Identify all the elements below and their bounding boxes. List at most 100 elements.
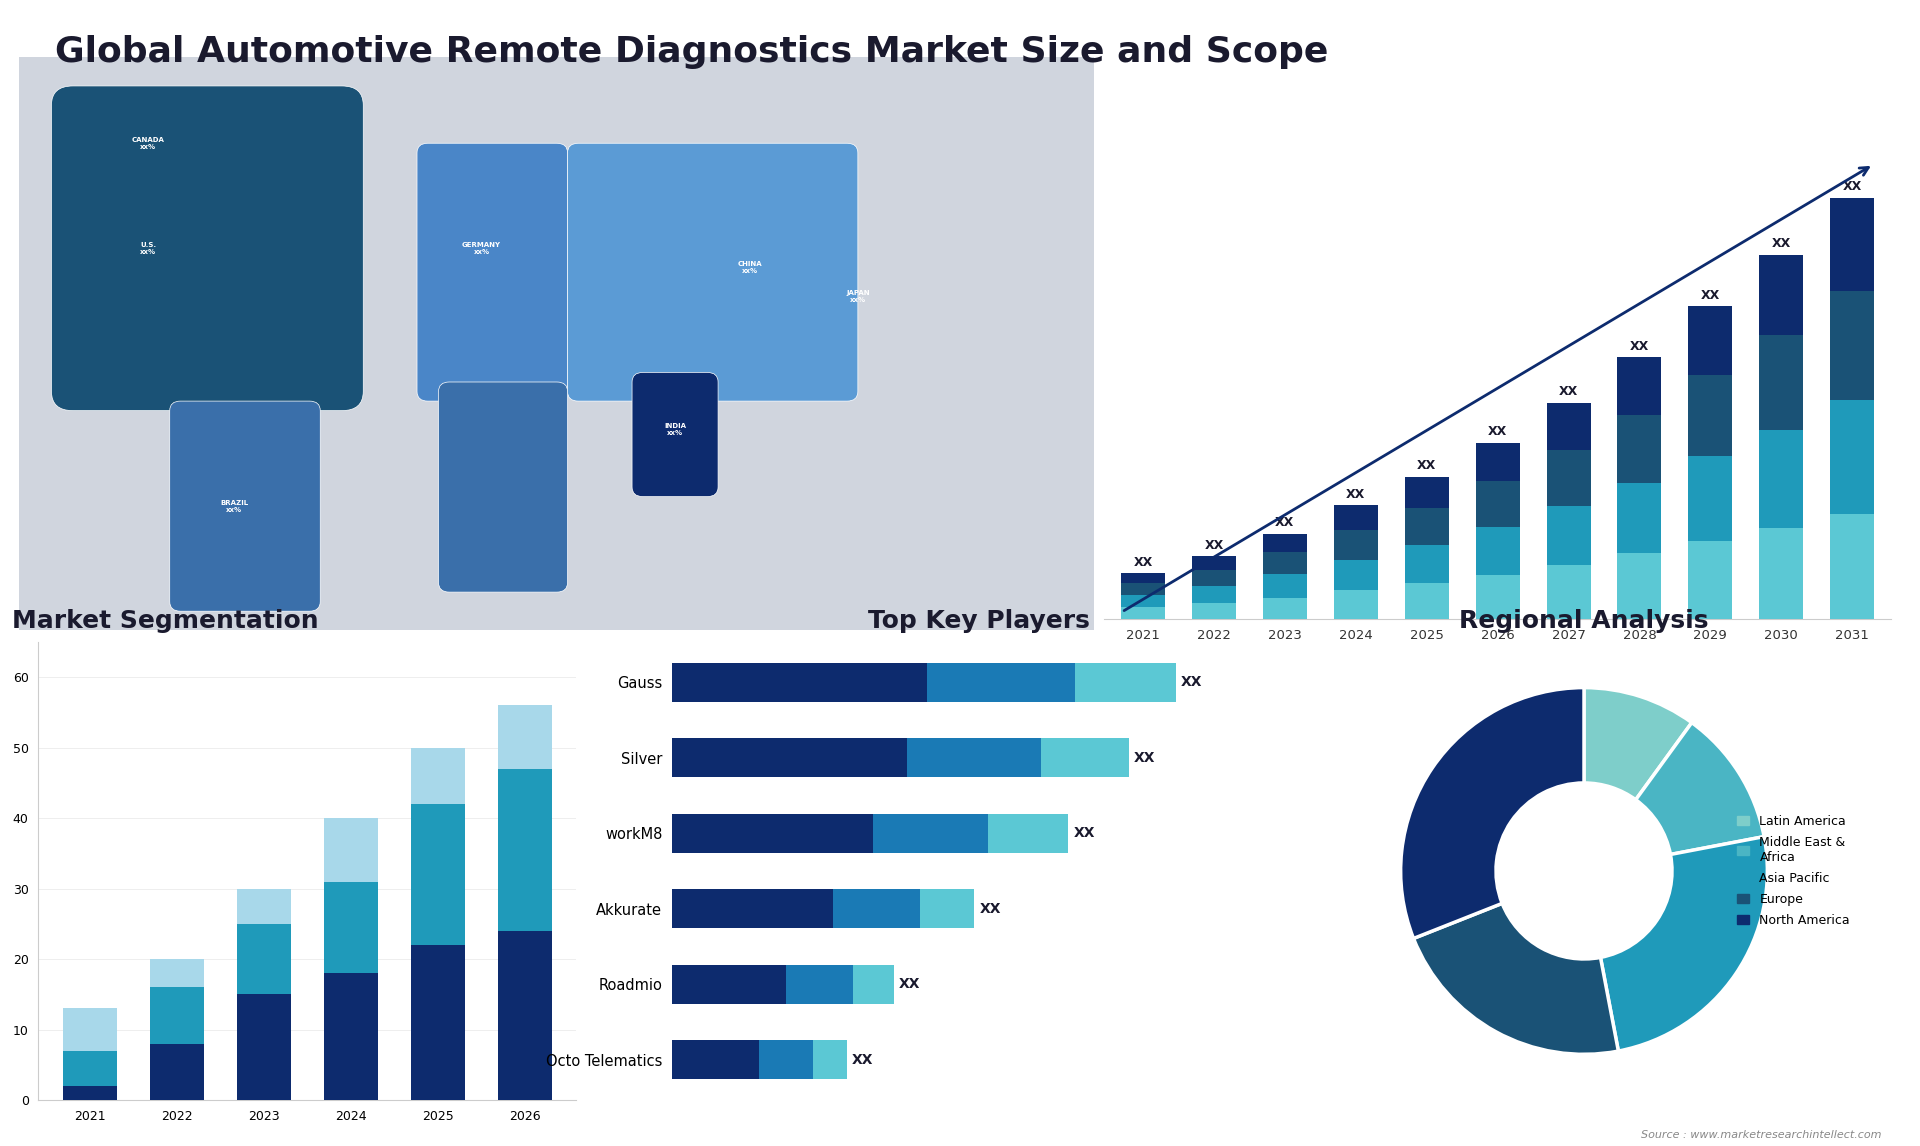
- Bar: [1121, 607, 1165, 619]
- Text: XX: XX: [1488, 425, 1507, 438]
- Text: XX: XX: [852, 1053, 874, 1067]
- Bar: [812, 1041, 847, 1080]
- Bar: [927, 662, 1075, 701]
- Bar: [1830, 513, 1874, 619]
- Bar: [1830, 291, 1874, 400]
- Legend: Type, Application, Geography: Type, Application, Geography: [772, 717, 872, 776]
- Polygon shape: [1651, 13, 1751, 86]
- Bar: [236, 888, 290, 924]
- Text: Global Automotive Remote Diagnostics Market Size and Scope: Global Automotive Remote Diagnostics Mar…: [54, 34, 1329, 69]
- Bar: [1688, 375, 1732, 456]
- Bar: [236, 995, 290, 1100]
- Text: XX: XX: [1843, 180, 1862, 194]
- Bar: [411, 945, 465, 1100]
- Bar: [1546, 450, 1590, 507]
- Legend: Latin America, Middle East &
Africa, Asia Pacific, Europe, North America: Latin America, Middle East & Africa, Asi…: [1738, 815, 1851, 927]
- Bar: [1334, 531, 1379, 559]
- Wedge shape: [1402, 688, 1584, 939]
- Bar: [672, 965, 785, 1004]
- Text: XX: XX: [979, 902, 1000, 916]
- Bar: [672, 814, 874, 853]
- Bar: [1688, 456, 1732, 541]
- Bar: [1759, 254, 1803, 335]
- Bar: [1546, 507, 1590, 565]
- Bar: [672, 889, 833, 928]
- FancyBboxPatch shape: [0, 29, 1127, 659]
- Bar: [833, 889, 920, 928]
- Bar: [150, 1044, 204, 1100]
- Text: XX: XX: [1772, 237, 1791, 250]
- Title: Regional Analysis: Regional Analysis: [1459, 609, 1709, 633]
- Text: XX: XX: [1346, 487, 1365, 501]
- Bar: [906, 738, 1041, 777]
- Bar: [1546, 402, 1590, 450]
- Text: XX: XX: [1630, 339, 1649, 353]
- Bar: [1546, 565, 1590, 619]
- Bar: [1405, 583, 1450, 619]
- Text: GERMANY
xx%: GERMANY xx%: [463, 242, 501, 254]
- Bar: [1830, 198, 1874, 291]
- Bar: [1476, 575, 1519, 619]
- Text: U.S.
xx%: U.S. xx%: [140, 242, 156, 254]
- Bar: [1405, 544, 1450, 583]
- Bar: [1688, 306, 1732, 375]
- FancyBboxPatch shape: [568, 143, 858, 401]
- Wedge shape: [1601, 837, 1766, 1051]
- Text: MARKET
RESEARCH
INTELLECT: MARKET RESEARCH INTELLECT: [1770, 31, 1832, 68]
- Bar: [672, 1041, 758, 1080]
- Bar: [63, 1086, 117, 1100]
- FancyBboxPatch shape: [632, 372, 718, 496]
- Text: Market Segmentation: Market Segmentation: [12, 609, 319, 633]
- Bar: [411, 747, 465, 804]
- Bar: [1121, 583, 1165, 595]
- Bar: [324, 818, 378, 881]
- Bar: [497, 931, 551, 1100]
- Bar: [758, 1041, 812, 1080]
- Title: Top Key Players: Top Key Players: [868, 609, 1091, 633]
- Bar: [324, 881, 378, 973]
- Bar: [1263, 552, 1308, 574]
- Bar: [1334, 505, 1379, 531]
- Bar: [1617, 415, 1661, 482]
- Text: XX: XX: [1701, 289, 1720, 301]
- Bar: [1192, 587, 1236, 603]
- Bar: [1617, 554, 1661, 619]
- Bar: [497, 705, 551, 769]
- Bar: [672, 662, 927, 701]
- Text: CHINA
xx%: CHINA xx%: [737, 261, 762, 274]
- Text: XX: XX: [1204, 539, 1223, 551]
- FancyBboxPatch shape: [169, 401, 321, 611]
- Bar: [920, 889, 973, 928]
- Bar: [1617, 482, 1661, 554]
- Bar: [1263, 574, 1308, 597]
- Bar: [1405, 477, 1450, 508]
- Bar: [1830, 400, 1874, 513]
- Text: XX: XX: [1135, 751, 1156, 764]
- Bar: [987, 814, 1068, 853]
- Text: BRAZIL
xx%: BRAZIL xx%: [221, 500, 248, 512]
- Bar: [1334, 559, 1379, 590]
- Bar: [1041, 738, 1129, 777]
- Bar: [1121, 595, 1165, 607]
- Text: Source : www.marketresearchintellect.com: Source : www.marketresearchintellect.com: [1642, 1130, 1882, 1140]
- FancyBboxPatch shape: [52, 86, 363, 410]
- Bar: [1263, 534, 1308, 552]
- Bar: [785, 965, 852, 1004]
- Text: XX: XX: [1559, 385, 1578, 398]
- FancyBboxPatch shape: [417, 143, 568, 401]
- Text: XX: XX: [1275, 516, 1294, 529]
- Bar: [236, 924, 290, 995]
- Bar: [1759, 430, 1803, 528]
- Bar: [874, 814, 987, 853]
- Text: XX: XX: [1073, 826, 1094, 840]
- Bar: [497, 769, 551, 931]
- Bar: [150, 959, 204, 988]
- Text: JAPAN
xx%: JAPAN xx%: [847, 290, 870, 303]
- Bar: [1192, 556, 1236, 570]
- Text: CANADA
xx%: CANADA xx%: [132, 136, 165, 150]
- Bar: [1192, 570, 1236, 587]
- Bar: [1192, 603, 1236, 619]
- Bar: [63, 1051, 117, 1086]
- Text: INDIA
xx%: INDIA xx%: [664, 423, 685, 437]
- Text: XX: XX: [899, 978, 920, 991]
